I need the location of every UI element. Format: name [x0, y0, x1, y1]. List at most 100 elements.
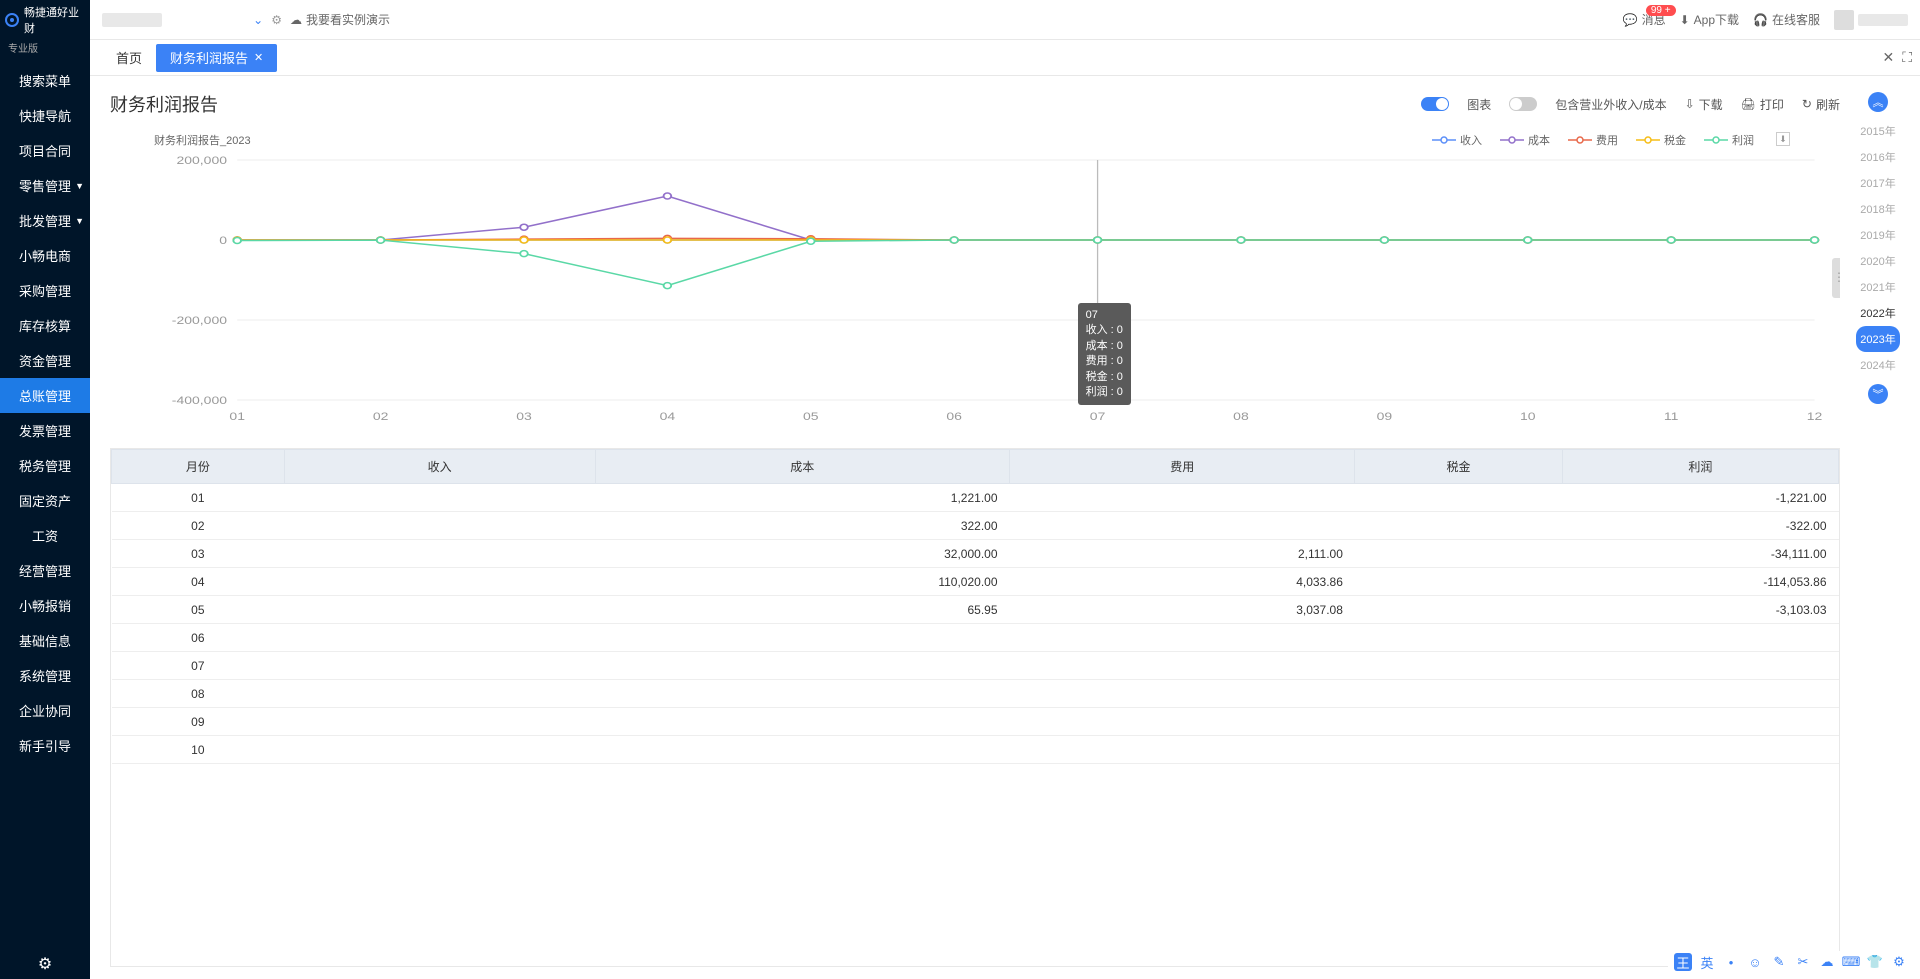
table-cell: 3,037.08 — [1010, 596, 1355, 624]
year-item[interactable]: 2020年 — [1856, 248, 1899, 274]
table-cell — [284, 568, 595, 596]
print-button[interactable]: 🖨打印 — [1741, 96, 1784, 113]
drag-handle[interactable] — [1832, 258, 1840, 298]
sidebar-item-16[interactable]: 基础信息 — [0, 623, 90, 658]
legend-item-0[interactable]: 收入 — [1432, 132, 1482, 148]
toggle-chart[interactable] — [1421, 97, 1449, 111]
svg-text:01: 01 — [229, 410, 245, 422]
gear-icon[interactable]: ⚙ — [271, 13, 282, 27]
save-chart-icon[interactable]: ⬇ — [1776, 132, 1790, 146]
ime-lang-icon[interactable]: 英 — [1698, 953, 1716, 971]
ime-cloud-icon[interactable]: ☁ — [1818, 953, 1836, 971]
download-button[interactable]: ⇩下载 — [1685, 96, 1723, 113]
tab-report[interactable]: 财务利润报告 ✕ — [156, 44, 277, 72]
sidebar-item-17[interactable]: 系统管理 — [0, 658, 90, 693]
svg-text:-400,000: -400,000 — [172, 394, 227, 406]
ime-edit-icon[interactable]: ✎ — [1770, 953, 1788, 971]
year-item[interactable]: 2015年 — [1856, 118, 1899, 144]
ime-shirt-icon[interactable]: 👕 — [1866, 953, 1884, 971]
table-cell: 32,000.00 — [595, 540, 1009, 568]
table-cell — [595, 708, 1009, 736]
sidebar-item-4[interactable]: 批发管理▼ — [0, 203, 90, 238]
sidebar-item-11[interactable]: 税务管理 — [0, 448, 90, 483]
sidebar-item-18[interactable]: 企业协同 — [0, 693, 90, 728]
svg-text:09: 09 — [1377, 410, 1393, 422]
year-item[interactable]: 2022年 — [1856, 300, 1899, 326]
ime-gear-icon[interactable]: ⚙ — [1890, 953, 1908, 971]
year-item[interactable]: 2023年 — [1856, 326, 1899, 352]
table-cell — [1010, 652, 1355, 680]
svg-text:200,000: 200,000 — [176, 154, 227, 166]
table-cell — [595, 624, 1009, 652]
user-menu[interactable] — [1834, 10, 1908, 30]
tab-home[interactable]: 首页 — [102, 44, 156, 72]
year-down-button[interactable]: ︾ — [1868, 384, 1888, 404]
sidebar-item-9[interactable]: 总账管理 — [0, 378, 90, 413]
legend-item-1[interactable]: 成本 — [1500, 132, 1550, 148]
download-link[interactable]: ⬇ App下载 — [1680, 11, 1739, 28]
ime-smile-icon[interactable]: ☺ — [1746, 953, 1764, 971]
table-cell: -1,221.00 — [1562, 484, 1838, 512]
sidebar-item-6[interactable]: 采购管理 — [0, 273, 90, 308]
ime-scissor-icon[interactable]: ✂ — [1794, 953, 1812, 971]
tab-close-all-icon[interactable]: ✕ — [1882, 49, 1894, 66]
table-cell: 01 — [112, 484, 285, 512]
settings-gear-icon[interactable]: ⚙ — [0, 949, 90, 979]
brand-name: 畅捷通好业财 — [24, 4, 86, 36]
legend-item-2[interactable]: 费用 — [1568, 132, 1618, 148]
table-cell: 65.95 — [595, 596, 1009, 624]
table-cell — [1355, 512, 1562, 540]
sidebar-item-8[interactable]: 资金管理 — [0, 343, 90, 378]
refresh-icon: ↻ — [1802, 97, 1812, 111]
table-cell — [284, 708, 595, 736]
year-item[interactable]: 2016年 — [1856, 144, 1899, 170]
table-row: 09 — [112, 708, 1839, 736]
toggle-chart-label: 图表 — [1467, 96, 1491, 113]
svg-text:-200,000: -200,000 — [172, 314, 227, 326]
year-item[interactable]: 2021年 — [1856, 274, 1899, 300]
sidebar-item-12[interactable]: 固定资产 — [0, 483, 90, 518]
refresh-button[interactable]: ↻刷新 — [1802, 96, 1840, 113]
year-item[interactable]: 2017年 — [1856, 170, 1899, 196]
close-icon[interactable]: ✕ — [254, 51, 263, 64]
ime-dot-icon[interactable]: • — [1722, 953, 1740, 971]
year-item[interactable]: 2024年 — [1856, 352, 1899, 378]
legend-item-4[interactable]: 利润 — [1704, 132, 1754, 148]
cloud-icon: ☁ — [290, 13, 302, 27]
company-selector[interactable]: ⌄ ⚙ — [102, 13, 282, 27]
sidebar-item-2[interactable]: 项目合同 — [0, 133, 90, 168]
sidebar-item-13[interactable]: 工资 — [0, 518, 90, 553]
sidebar-item-3[interactable]: 零售管理▼ — [0, 168, 90, 203]
table-cell — [1010, 680, 1355, 708]
messages-link[interactable]: 💬 消息 99 + — [1623, 11, 1666, 28]
year-up-button[interactable]: ︽ — [1868, 92, 1888, 112]
sidebar-item-15[interactable]: 小畅报销 — [0, 588, 90, 623]
support-link[interactable]: 🎧 在线客服 — [1753, 11, 1820, 28]
table-cell — [1010, 512, 1355, 540]
sidebar-item-1[interactable]: 快捷导航 — [0, 98, 90, 133]
table-row: 10 — [112, 736, 1839, 764]
download-icon: ⬇ — [1680, 13, 1690, 27]
col-header: 收入 — [284, 450, 595, 484]
table-cell: 1,221.00 — [595, 484, 1009, 512]
ime-main-icon[interactable]: 王 — [1674, 953, 1692, 971]
year-item[interactable]: 2018年 — [1856, 196, 1899, 222]
year-item[interactable]: 2019年 — [1856, 222, 1899, 248]
sidebar-item-7[interactable]: 库存核算 — [0, 308, 90, 343]
sidebar-item-0[interactable]: 搜索菜单 — [0, 63, 90, 98]
demo-link[interactable]: ☁ 我要看实例演示 — [290, 11, 390, 28]
headset-icon: 🎧 — [1753, 13, 1768, 27]
sidebar-item-14[interactable]: 经营管理 — [0, 553, 90, 588]
print-label: 打印 — [1760, 96, 1784, 113]
chart-title: 财务利润报告_2023 — [154, 132, 251, 148]
table-cell — [1010, 624, 1355, 652]
sidebar-item-5[interactable]: 小畅电商 — [0, 238, 90, 273]
toggle-extra[interactable] — [1509, 97, 1537, 111]
ime-keyboard-icon[interactable]: ⌨ — [1842, 953, 1860, 971]
topbar: ⌄ ⚙ ☁ 我要看实例演示 💬 消息 99 + ⬇ App下载 🎧 — [90, 0, 1920, 40]
legend-item-3[interactable]: 税金 — [1636, 132, 1686, 148]
fullscreen-icon[interactable]: ⛶ — [1902, 49, 1912, 66]
sidebar-item-10[interactable]: 发票管理 — [0, 413, 90, 448]
sidebar-item-19[interactable]: 新手引导 — [0, 728, 90, 763]
svg-text:08: 08 — [1233, 410, 1249, 422]
